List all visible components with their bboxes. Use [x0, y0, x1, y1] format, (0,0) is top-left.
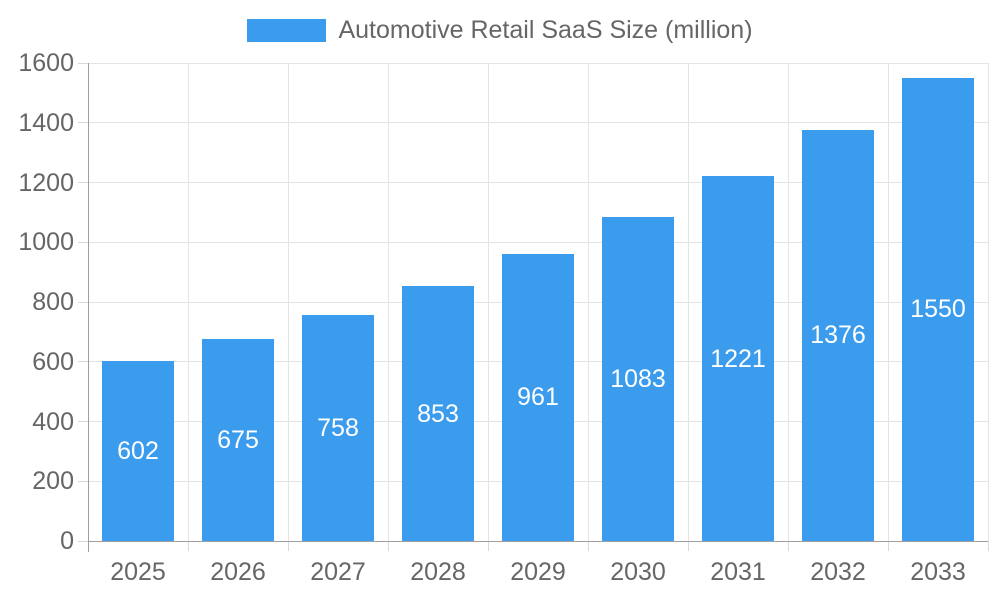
v-gridline: [687, 63, 689, 541]
bar-value-label: 602: [117, 437, 159, 466]
y-axis-label: 200: [32, 467, 74, 496]
bar[interactable]: [602, 217, 674, 541]
bar-value-label: 1221: [710, 344, 766, 373]
v-gridline: [887, 63, 889, 541]
v-gridline: [987, 63, 989, 541]
y-axis-label: 1400: [18, 108, 74, 137]
y-axis-tick: [78, 480, 88, 482]
bar[interactable]: [302, 314, 374, 541]
bar[interactable]: [502, 253, 574, 541]
legend-item[interactable]: Automotive Retail SaaS Size (million): [0, 12, 1000, 48]
x-axis-label: 2029: [510, 558, 566, 586]
x-axis-tick: [787, 541, 789, 551]
h-gridline: [88, 182, 988, 183]
x-axis-line: [88, 540, 988, 542]
bar[interactable]: [202, 339, 274, 541]
y-axis-line: [87, 63, 89, 552]
y-axis-label: 1200: [18, 168, 74, 197]
x-axis-label: 2028: [410, 558, 466, 586]
v-gridline: [787, 63, 789, 541]
y-axis-tick: [78, 241, 88, 243]
x-axis-label: 2026: [210, 558, 266, 586]
h-gridline: [88, 62, 988, 64]
h-gridline: [88, 122, 988, 124]
bar[interactable]: [402, 286, 474, 541]
y-axis-tick: [78, 182, 88, 183]
bar-value-label: 1550: [910, 295, 966, 324]
bar-value-label: 1376: [810, 321, 866, 350]
x-axis-tick: [487, 541, 489, 551]
y-axis-tick: [78, 301, 88, 303]
y-axis-tick: [78, 122, 88, 124]
bar-value-label: 758: [317, 413, 359, 442]
bar-value-label: 675: [217, 426, 259, 455]
x-axis-tick: [287, 541, 289, 551]
x-axis-label: 2032: [810, 558, 866, 586]
x-axis-tick: [987, 541, 989, 551]
x-axis-label: 2027: [310, 558, 366, 586]
x-axis-tick: [687, 541, 689, 551]
bar-value-label: 1083: [610, 365, 666, 394]
v-gridline: [387, 63, 389, 541]
y-axis-label: 800: [32, 288, 74, 316]
v-gridline: [487, 63, 489, 541]
x-axis-label: 2033: [910, 558, 966, 586]
v-gridline: [287, 63, 289, 541]
bar[interactable]: [702, 176, 774, 541]
v-gridline: [187, 63, 189, 541]
x-axis-tick: [587, 541, 589, 551]
y-axis-label: 0: [60, 527, 74, 555]
y-axis-tick: [78, 62, 88, 64]
bar[interactable]: [802, 129, 874, 541]
y-axis-label: 600: [32, 347, 74, 376]
bar[interactable]: [102, 361, 174, 541]
x-axis-tick: [187, 541, 189, 551]
y-axis-tick: [78, 421, 88, 422]
x-axis-label: 2030: [610, 558, 666, 586]
x-axis-label: 2031: [710, 558, 766, 586]
bar-value-label: 853: [417, 399, 459, 428]
bar-value-label: 961: [517, 383, 559, 412]
x-axis-tick: [387, 541, 389, 551]
bar[interactable]: [902, 77, 974, 541]
v-gridline: [587, 63, 589, 541]
y-axis-label: 1600: [18, 49, 74, 77]
y-axis-tick: [78, 361, 88, 363]
x-axis-tick: [887, 541, 889, 551]
legend-swatch: [247, 18, 327, 42]
legend-label: Automotive Retail SaaS Size (million): [338, 15, 753, 44]
h-gridline: [88, 241, 988, 243]
y-axis-tick: [78, 540, 88, 542]
y-axis-label: 1000: [18, 228, 74, 257]
y-axis-label: 400: [32, 407, 74, 436]
x-axis-label: 2025: [110, 558, 166, 586]
